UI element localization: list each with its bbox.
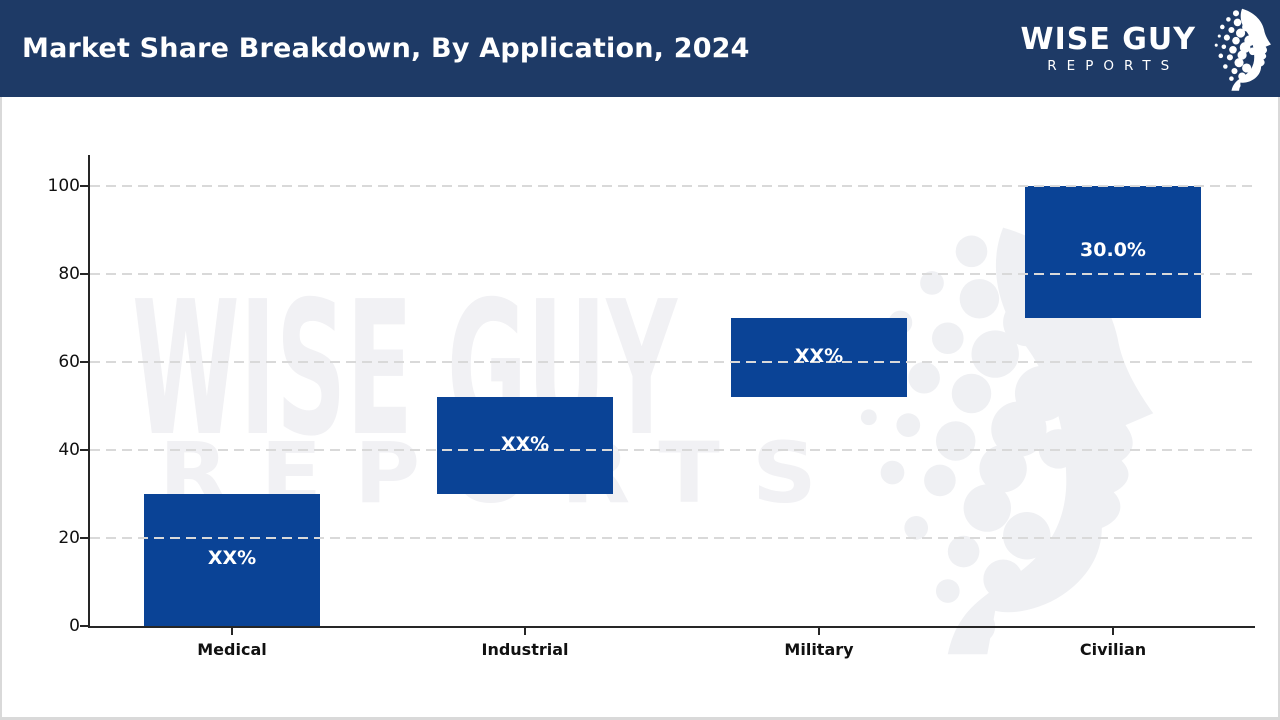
y-tick-label-0: 0 [69, 616, 80, 636]
y-tick-60 [80, 361, 88, 363]
category-label-medical: Medical [197, 640, 267, 659]
chart-canvas: WISE GUY REPORTS 020406080100MedicalIndu… [2, 97, 1278, 717]
gridline-80 [90, 273, 1255, 275]
bar-value-label-civilian: 30.0% [1080, 239, 1146, 261]
y-tick-40 [80, 449, 88, 451]
bar-value-label-military: XX% [794, 344, 844, 367]
x-tick-industrial [524, 628, 526, 635]
wiseguy-head-icon [1214, 8, 1271, 91]
bar-industrial [437, 397, 613, 494]
logo-wordmark: WISE GUY [1020, 21, 1196, 57]
gridline-60 [90, 361, 1255, 363]
x-tick-military [818, 628, 820, 635]
y-tick-label-40: 40 [58, 440, 80, 460]
gridline-20 [90, 537, 1255, 539]
header: Market Share Breakdown, By Application, … [0, 0, 1280, 97]
gridline-100 [90, 185, 1255, 187]
bar-medical [144, 494, 320, 626]
x-tick-civilian [1112, 628, 1114, 635]
y-tick-label-20: 20 [58, 528, 80, 548]
brand-logo: WISE GUY REPORTS [1020, 4, 1274, 94]
bar-value-label-medical: XX% [207, 547, 257, 569]
y-tick-100 [80, 185, 88, 187]
y-tick-0 [80, 625, 88, 627]
x-axis-line [88, 626, 1255, 628]
y-tick-20 [80, 537, 88, 539]
category-label-military: Military [784, 640, 854, 659]
category-label-civilian: Civilian [1079, 640, 1147, 659]
y-tick-label-60: 60 [58, 352, 80, 372]
bar-military [731, 318, 907, 398]
y-axis-line [88, 155, 90, 628]
y-tick-label-80: 80 [58, 264, 80, 284]
bar-value-label-industrial: XX% [500, 432, 550, 455]
gridline-40 [90, 449, 1255, 451]
page-title: Market Share Breakdown, By Application, … [22, 33, 750, 64]
y-tick-80 [80, 273, 88, 275]
x-tick-medical [231, 628, 233, 635]
bar-civilian [1025, 186, 1201, 318]
category-label-industrial: Industrial [481, 640, 569, 659]
logo-subtext: REPORTS [1047, 58, 1180, 75]
y-tick-label-100: 100 [47, 176, 80, 196]
